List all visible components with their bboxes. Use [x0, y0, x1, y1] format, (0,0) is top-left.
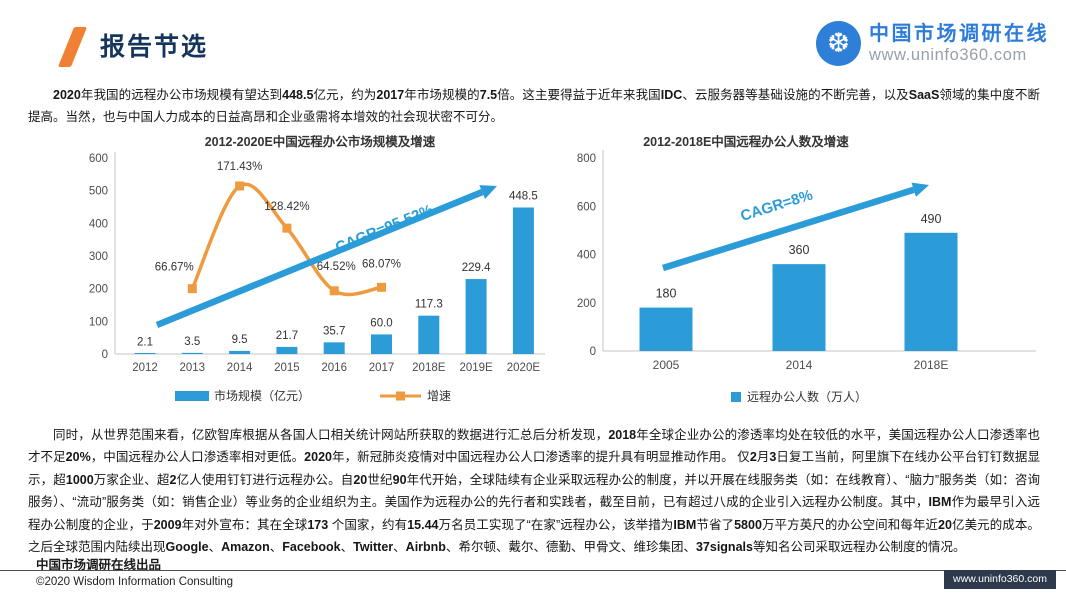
- legend: 远程办公人数（万人）: [731, 389, 867, 404]
- legend: 市场规模（亿元） 增速: [175, 388, 451, 403]
- brand-text-block: 中国市场调研在线 www.uninfo360.com: [869, 23, 1049, 65]
- svg-text:2015: 2015: [274, 362, 300, 374]
- svg-text:600: 600: [89, 153, 108, 165]
- svg-text:35.7: 35.7: [323, 325, 345, 337]
- svg-text:500: 500: [89, 186, 108, 198]
- svg-text:2018E: 2018E: [412, 362, 446, 374]
- svg-text:800: 800: [577, 153, 596, 165]
- svg-text:2005: 2005: [653, 358, 680, 372]
- svg-text:68.07%: 68.07%: [362, 258, 401, 270]
- svg-text:200: 200: [89, 284, 108, 296]
- svg-text:200: 200: [577, 298, 596, 310]
- svg-text:2017: 2017: [369, 362, 395, 374]
- svg-text:448.5: 448.5: [509, 190, 538, 202]
- svg-text:2012: 2012: [132, 362, 158, 374]
- headcount-chart: 2012-2018E中国远程办公人数及增速 0 200 400 600 800 180 200…: [577, 134, 1036, 404]
- svg-text:64.52%: 64.52%: [317, 261, 356, 273]
- copyright-label: ©2020 Wisdom Information Consulting: [36, 576, 234, 588]
- svg-text:远程办公人数（万人）: 远程办公人数（万人）: [747, 389, 867, 404]
- svg-text:400: 400: [577, 250, 596, 262]
- svg-text:2018E: 2018E: [914, 358, 949, 372]
- svg-text:2.1: 2.1: [137, 336, 153, 348]
- svg-text:市场规模（亿元）: 市场规模（亿元）: [214, 388, 310, 403]
- market-size-chart: 2012-2020E中国远程办公市场规模及增速 0 100 200 300 400 500 6…: [89, 134, 545, 403]
- svg-text:229.4: 229.4: [462, 262, 491, 274]
- svg-text:2012-2020E中国远程办公市场规模及增速: 2012-2020E中国远程办公市场规模及增速: [205, 134, 436, 149]
- bar-series: [639, 232, 958, 351]
- brand-url: www.uninfo360.com: [869, 45, 1027, 64]
- growth-line: 66.67% 171.43% 128.42% 64.52% 68.07%: [155, 161, 401, 297]
- page-title: 报告节选: [100, 33, 209, 61]
- svg-text:21.7: 21.7: [276, 330, 298, 342]
- svg-text:9.5: 9.5: [232, 334, 248, 346]
- svg-text:2013: 2013: [180, 362, 206, 374]
- svg-text:100: 100: [89, 316, 108, 328]
- svg-text:2014: 2014: [786, 358, 813, 372]
- svg-text:0: 0: [102, 349, 108, 361]
- svg-text:2016: 2016: [321, 362, 347, 374]
- site-link-badge[interactable]: www.uninfo360.com: [944, 570, 1056, 589]
- svg-text:增速: 增速: [427, 389, 451, 403]
- svg-text:CAGR=8%: CAGR=8%: [739, 186, 815, 224]
- bar-series: [134, 207, 534, 354]
- svg-text:180: 180: [656, 287, 677, 301]
- svg-text:400: 400: [89, 218, 108, 230]
- brand-name: 中国市场调研在线: [869, 22, 1049, 45]
- producer-label: 中国市场调研在线出品: [36, 558, 162, 572]
- svg-text:600: 600: [577, 201, 596, 213]
- svg-text:490: 490: [921, 212, 942, 226]
- svg-text:CAGR=95.52%: CAGR=95.52%: [333, 201, 436, 256]
- footer-divider: [0, 570, 1066, 571]
- svg-text:300: 300: [89, 251, 108, 263]
- svg-text:66.67%: 66.67%: [155, 262, 194, 274]
- svg-text:2019E: 2019E: [459, 362, 493, 374]
- cagr-arrow: [155, 185, 497, 329]
- svg-text:2012-2018E中国远程办公人数及增速: 2012-2018E中国远程办公人数及增速: [643, 134, 849, 149]
- brand-logo[interactable]: ❆ 中国市场调研在线 www.uninfo360.com: [816, 21, 1049, 66]
- svg-text:2020E: 2020E: [507, 362, 541, 374]
- svg-text:0: 0: [590, 346, 596, 358]
- cagr-arrow: [662, 182, 929, 272]
- svg-text:360: 360: [789, 243, 810, 257]
- header-slash-decoration: [57, 27, 88, 67]
- svg-text:3.5: 3.5: [184, 336, 200, 348]
- svg-text:2014: 2014: [227, 362, 253, 374]
- intro-paragraph: 2020年我国的远程办公市场规模有望达到448.5亿元，约为2017年市场规模的…: [28, 88, 1040, 124]
- svg-text:60.0: 60.0: [370, 317, 392, 329]
- svg-text:171.43%: 171.43%: [217, 161, 262, 173]
- svg-text:128.42%: 128.42%: [264, 201, 309, 213]
- svg-text:117.3: 117.3: [415, 299, 443, 311]
- snowflake-logo-icon: ❆: [816, 21, 861, 66]
- analysis-paragraph: 同时，从世界范围来看，亿欧智库根据从各国人口相关统计网站所获取的数据进行汇总后分…: [28, 428, 1040, 555]
